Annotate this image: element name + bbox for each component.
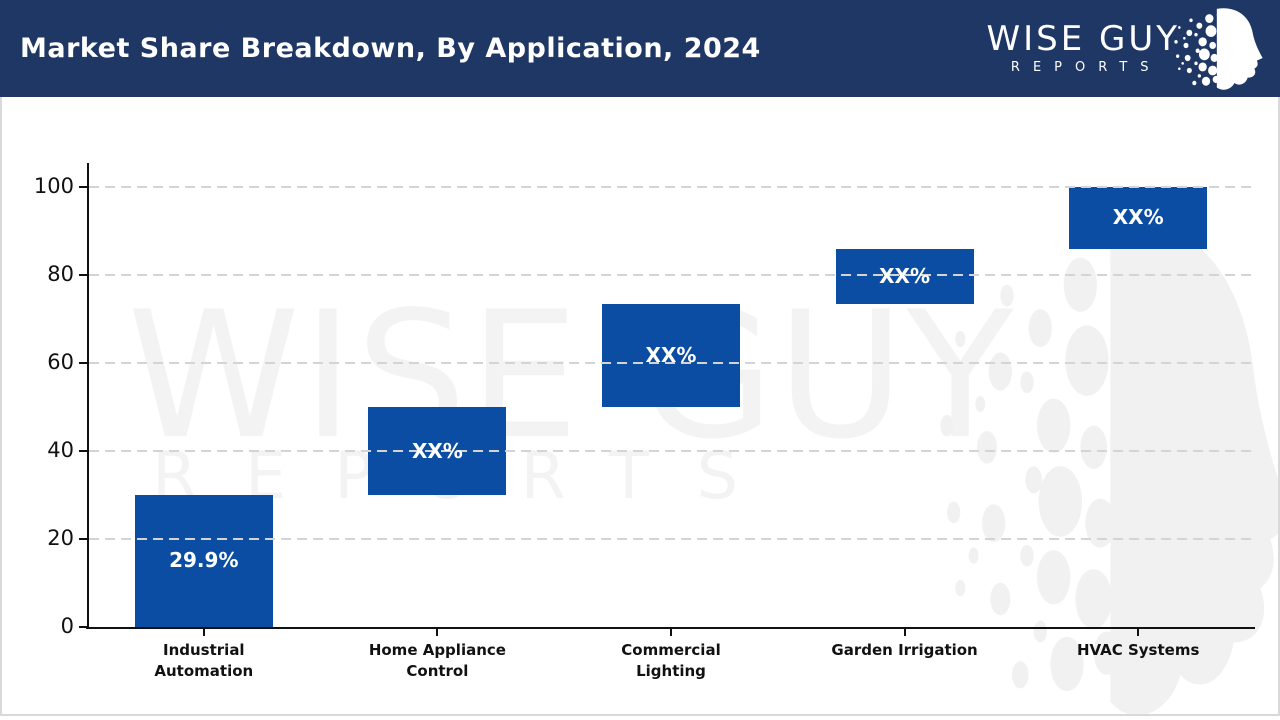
gridline	[89, 362, 1255, 364]
chart-title: Market Share Breakdown, By Application, …	[20, 33, 761, 64]
x-tick-label-line: Industrial	[163, 641, 245, 659]
plot-area: 0 20 40 60 80 100 29.9% Industrial Automation XX%…	[2, 97, 1278, 714]
y-tick-mark	[79, 450, 87, 452]
y-tick-mark	[79, 186, 87, 188]
y-tick-mark	[79, 362, 87, 364]
gridline	[89, 538, 1255, 540]
x-tick-label: HVAC Systems	[1023, 640, 1253, 661]
x-tick-label-line: Control	[406, 662, 469, 680]
logo-text: WISE GUY REPORTS	[986, 19, 1180, 75]
x-tick-label-line: Lighting	[636, 662, 706, 680]
x-tick-label-line: Garden Irrigation	[831, 641, 978, 659]
bar	[602, 303, 740, 407]
y-tick-label: 100	[33, 174, 74, 198]
gridline	[89, 186, 1255, 188]
y-tick-mark	[79, 274, 87, 276]
bar-label: XX%	[411, 439, 463, 463]
bar-label: 29.9%	[169, 548, 239, 573]
gridline	[89, 274, 1255, 276]
y-tick-mark	[79, 626, 87, 628]
x-tick-label: Home Appliance Control	[322, 640, 552, 682]
bar-label: XX%	[1112, 205, 1164, 229]
axis-spine-left	[87, 163, 89, 629]
y-tick-label: 0	[60, 614, 74, 638]
bar	[835, 248, 974, 304]
x-tick-label-line: Automation	[154, 662, 254, 680]
wise-guy-logo: WISE GUY REPORTS	[986, 6, 1266, 92]
y-tick-label: 40	[47, 438, 74, 462]
bar-label: XX%	[879, 263, 931, 288]
y-tick-label: 20	[47, 526, 74, 550]
gridline	[89, 450, 1255, 452]
y-tick-label: 60	[47, 350, 74, 374]
x-tick-label: Commercial Lighting	[556, 640, 786, 682]
x-tick-mark	[202, 629, 205, 636]
x-tick-label: Garden Irrigation	[790, 640, 1020, 661]
logo-subtitle: REPORTS	[1010, 59, 1162, 75]
y-tick-label: 80	[47, 262, 74, 286]
axis-spine-bottom	[86, 627, 1255, 629]
x-tick-label-line: Home Appliance	[368, 641, 506, 659]
y-tick-mark	[79, 538, 87, 540]
x-tick-label: Industrial Automation	[89, 640, 319, 682]
logo-wordmark: WISE GUY	[986, 19, 1180, 60]
dotted-head-logo-icon	[1174, 7, 1263, 90]
header-bar: Market Share Breakdown, By Application, …	[0, 0, 1280, 97]
x-tick-mark	[436, 629, 439, 636]
x-tick-mark	[1137, 629, 1140, 636]
x-tick-label-line: HVAC Systems	[1076, 641, 1200, 659]
bar-label: XX%	[645, 342, 697, 367]
x-tick-label-line: Commercial	[621, 641, 721, 659]
x-tick-mark	[670, 629, 672, 636]
x-tick-mark	[903, 629, 906, 636]
bar	[134, 495, 273, 627]
